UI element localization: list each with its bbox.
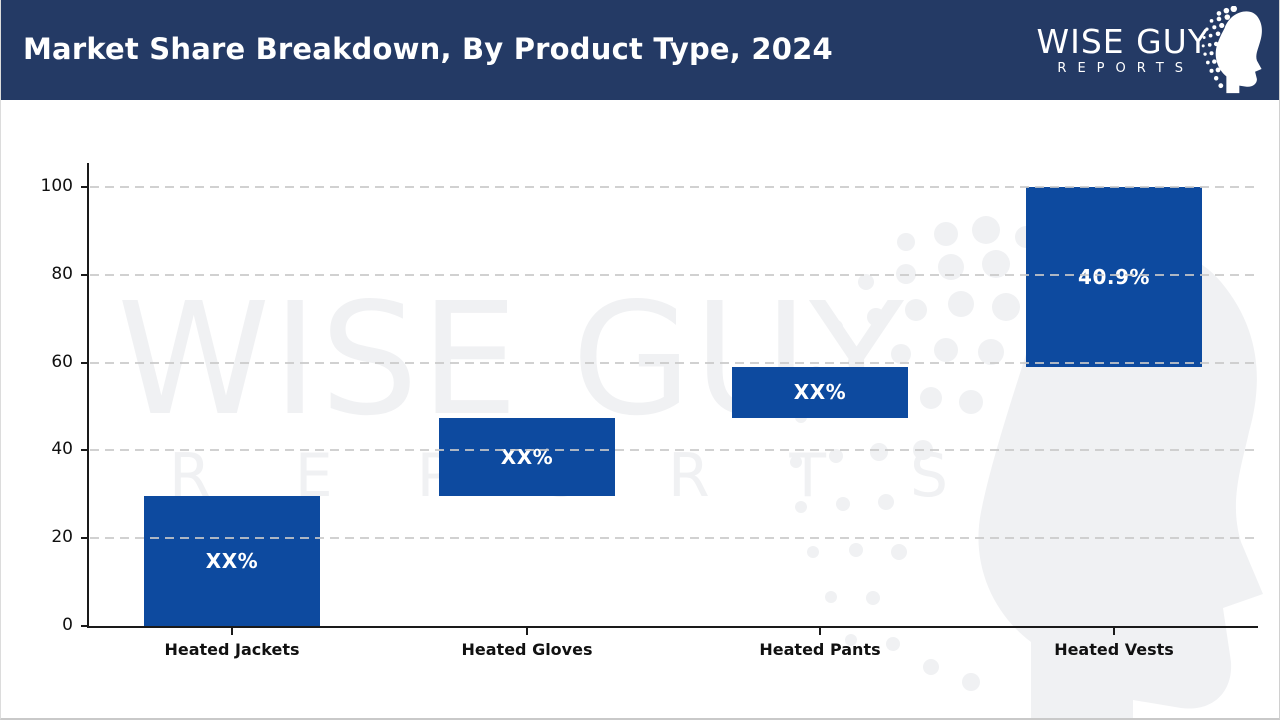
y-tick-label: 100	[40, 176, 73, 196]
gridline	[90, 361, 1255, 364]
y-tick-mark	[81, 449, 89, 452]
logo-wordmark: WISE GUY	[1036, 22, 1209, 61]
dotted-head-logo-icon	[1201, 6, 1262, 94]
x-axis-line	[87, 626, 1258, 628]
bar-heated-vests: 40.9%	[1026, 187, 1202, 367]
y-tick-label: 20	[51, 527, 73, 548]
x-tick-mark	[526, 628, 528, 635]
wiseguy-logo: WISE GUY REPORTS	[1036, 6, 1267, 94]
gridline	[90, 449, 1255, 452]
header-bar: Market Share Breakdown, By Product Type,…	[1, 0, 1279, 100]
x-tick-mark	[1113, 628, 1115, 635]
x-tick-mark	[819, 628, 821, 635]
y-tick-label: 60	[51, 351, 73, 372]
logo-subtext: REPORTS	[1057, 61, 1195, 76]
x-tick-label-heated-pants: Heated Pants	[759, 640, 881, 659]
gridline	[90, 186, 1255, 188]
x-tick-label-heated-jackets: Heated Jackets	[164, 640, 300, 659]
y-tick-mark	[81, 537, 89, 540]
gridline	[90, 537, 1255, 540]
page-title: Market Share Breakdown, By Product Type,…	[23, 32, 833, 67]
y-tick-label: 80	[51, 263, 73, 284]
bar-value-label: 40.9%	[1078, 264, 1150, 289]
y-tick-label: 0	[62, 615, 73, 635]
y-tick-mark	[81, 186, 89, 188]
bar-heated-gloves: XX%	[439, 418, 615, 497]
y-axis-line	[87, 163, 89, 628]
x-tick-mark	[231, 628, 233, 635]
logo-text: WISE GUY REPORTS	[1036, 25, 1209, 75]
y-tick-label: 40	[51, 439, 73, 460]
x-tick-label-heated-vests: Heated Vests	[1054, 640, 1174, 659]
y-tick-mark	[81, 273, 89, 276]
bar-heated-pants: XX%	[732, 366, 908, 419]
x-tick-label-heated-gloves: Heated Gloves	[461, 640, 593, 659]
bar-value-label: XX%	[793, 380, 847, 405]
y-tick-mark	[81, 625, 89, 627]
bar-heated-jackets: XX%	[144, 496, 320, 626]
bar-value-label: XX%	[205, 549, 259, 574]
gridline	[90, 273, 1255, 276]
y-tick-mark	[81, 361, 89, 364]
